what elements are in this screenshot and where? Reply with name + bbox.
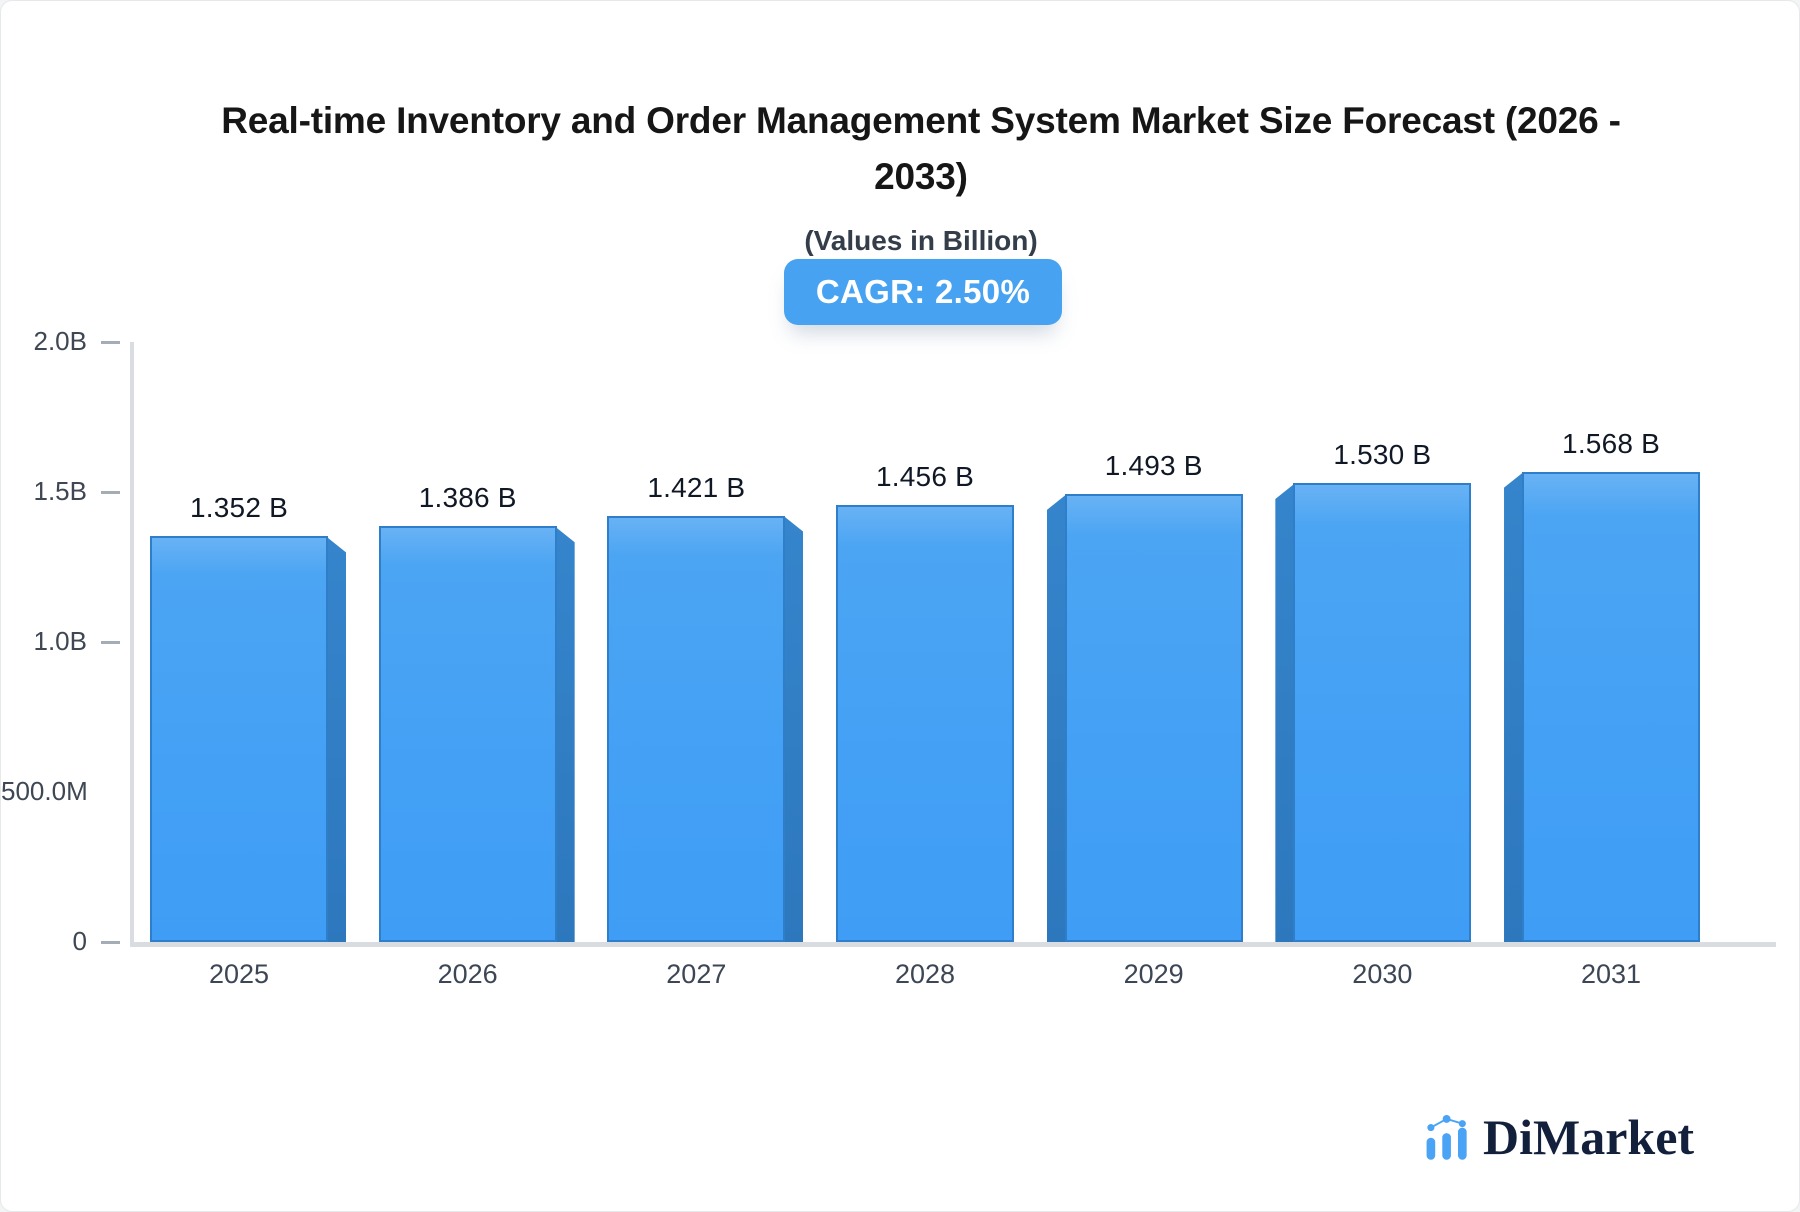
bar-value-label: 1.421 B <box>647 471 746 503</box>
bar-value-label: 1.352 B <box>190 492 288 524</box>
bar-value-label: 1.493 B <box>1104 450 1203 482</box>
y-tick-dash <box>101 940 120 944</box>
bar-side-face <box>1504 471 1525 942</box>
y-tick-label: 0 <box>72 926 87 956</box>
y-tick-label: 1.5B <box>33 476 88 506</box>
brand-logo: DiMarket <box>1425 1105 1694 1169</box>
x-axis-label: 2026 <box>437 959 498 989</box>
bar-2028 <box>836 505 1014 942</box>
bar-value-label: 1.568 B <box>1562 427 1660 459</box>
bar-2027 <box>607 515 786 942</box>
bar-2025 <box>150 536 328 942</box>
y-tick-label: 2.0B <box>33 326 88 356</box>
x-axis-label: 2025 <box>208 959 270 989</box>
x-axis-label: 2027 <box>666 959 727 989</box>
bar-side-face <box>326 536 346 942</box>
x-axis-label: 2031 <box>1580 959 1642 989</box>
bar-2026 <box>378 526 557 942</box>
bar-side-face <box>1046 494 1067 942</box>
y-tick-dash <box>101 340 120 344</box>
brand-wordmark: DiMarket <box>1483 1109 1695 1165</box>
bar-2030 <box>1293 483 1472 942</box>
y-tick-dash <box>101 490 120 494</box>
bar-side-face <box>783 515 804 942</box>
chart-title-line-1: Real-time Inventory and Order Management… <box>221 100 1621 141</box>
chart-title-line-2: 2033) <box>874 156 968 197</box>
chart-subtitle: (Values in Billion) <box>804 225 1038 256</box>
cagr-badge-label: CAGR: 2.50% <box>815 273 1031 310</box>
bar-chart-logo-icon <box>1426 1115 1467 1160</box>
x-axis-label: 2030 <box>1352 959 1413 989</box>
x-axis-label: 2028 <box>894 959 956 989</box>
cagr-badge: CAGR: 2.50% <box>784 259 1062 325</box>
y-tick-label: 500.0M <box>1 776 88 806</box>
bar-2031 <box>1522 471 1701 942</box>
bar-value-label: 1.530 B <box>1333 439 1432 470</box>
bar-2029 <box>1064 494 1243 942</box>
bar-value-label: 1.456 B <box>876 461 974 493</box>
bar-value-label: 1.386 B <box>418 482 517 514</box>
x-axis-label: 2029 <box>1123 959 1184 989</box>
y-tick-label: 1.0B <box>33 626 88 656</box>
bar-side-face <box>1275 483 1296 942</box>
bar-side-face <box>554 526 575 942</box>
y-axis-line <box>130 342 134 946</box>
y-tick-dash <box>101 640 120 644</box>
chart-title: Real-time Inventory and Order Management… <box>101 93 1741 205</box>
x-axis-line <box>130 942 1776 947</box>
